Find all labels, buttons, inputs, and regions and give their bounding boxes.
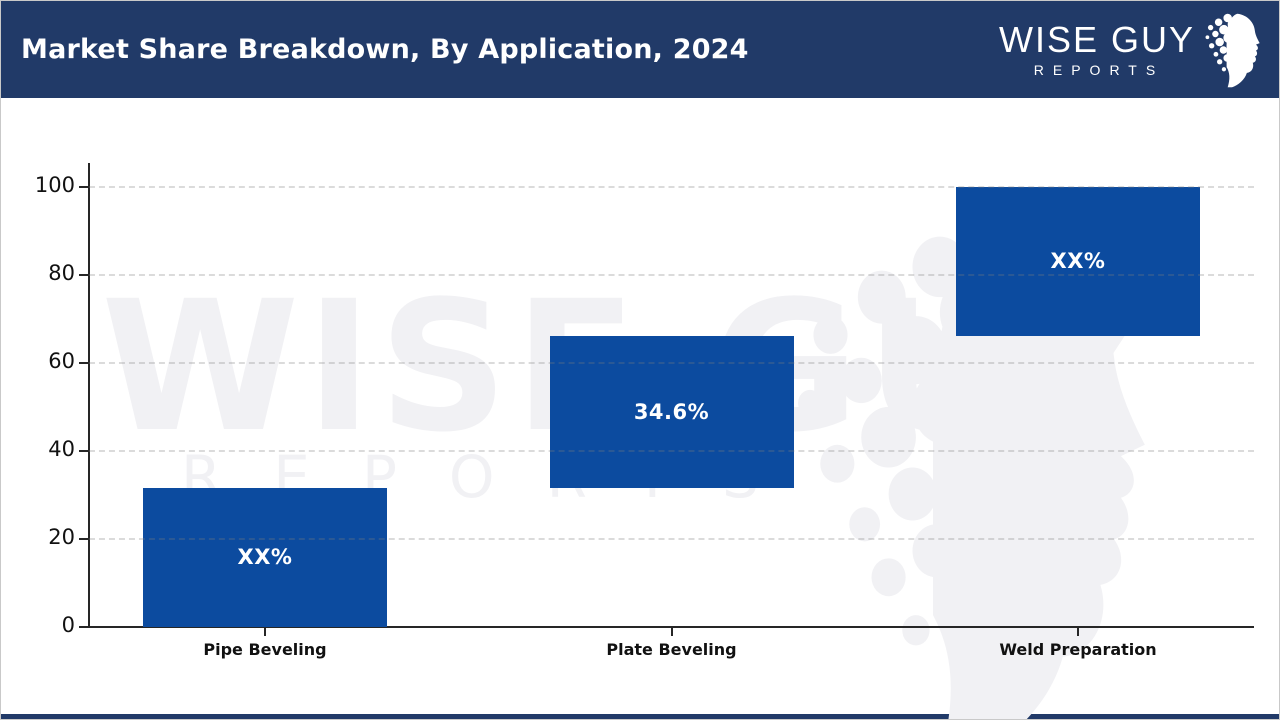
brand-logo-text: WISE GUY REPORTS	[998, 19, 1195, 78]
x-axis-tick	[1077, 628, 1079, 636]
bar: XX%	[956, 187, 1200, 336]
y-tick-label: 80	[48, 261, 75, 285]
y-axis-tick	[79, 450, 88, 452]
brand-logo-line1: WISE GUY	[998, 19, 1195, 60]
bar: 34.6%	[549, 335, 794, 488]
bar-value-label: XX%	[1050, 249, 1106, 274]
x-axis-tick	[264, 628, 266, 636]
brand-logo: WISE GUY REPORTS	[999, 10, 1265, 90]
gridline	[89, 362, 1254, 364]
y-tick-label: 60	[48, 349, 75, 373]
x-category-label: Plate Beveling	[606, 640, 737, 659]
x-category-label: Pipe Beveling	[203, 640, 327, 659]
gridline	[89, 450, 1254, 452]
x-axis	[88, 626, 1254, 628]
bar-value-label: 34.6%	[633, 399, 710, 424]
header-bar: Market Share Breakdown, By Application, …	[1, 1, 1279, 98]
y-tick-label: 40	[48, 437, 75, 461]
x-axis-tick	[670, 628, 673, 636]
brand-logo-line2: REPORTS	[1033, 62, 1165, 78]
x-category-label: Weld Preparation	[999, 640, 1157, 659]
y-axis-tick	[79, 186, 88, 188]
gridline	[89, 186, 1254, 188]
y-axis	[88, 163, 90, 628]
y-axis-tick	[79, 274, 88, 276]
y-axis-tick	[79, 538, 88, 540]
y-tick-label: 0	[61, 613, 75, 637]
y-tick-label: 20	[48, 525, 75, 549]
page-title: Market Share Breakdown, By Application, …	[21, 34, 749, 65]
y-axis-tick	[79, 362, 88, 364]
y-axis-tick	[79, 626, 88, 628]
gridline	[89, 274, 1254, 276]
y-tick-label: 100	[34, 173, 75, 197]
bar-value-label: XX%	[237, 545, 293, 570]
footer-accent-strip	[1, 714, 1279, 719]
gridline	[89, 538, 1254, 540]
bar: XX%	[143, 487, 387, 627]
